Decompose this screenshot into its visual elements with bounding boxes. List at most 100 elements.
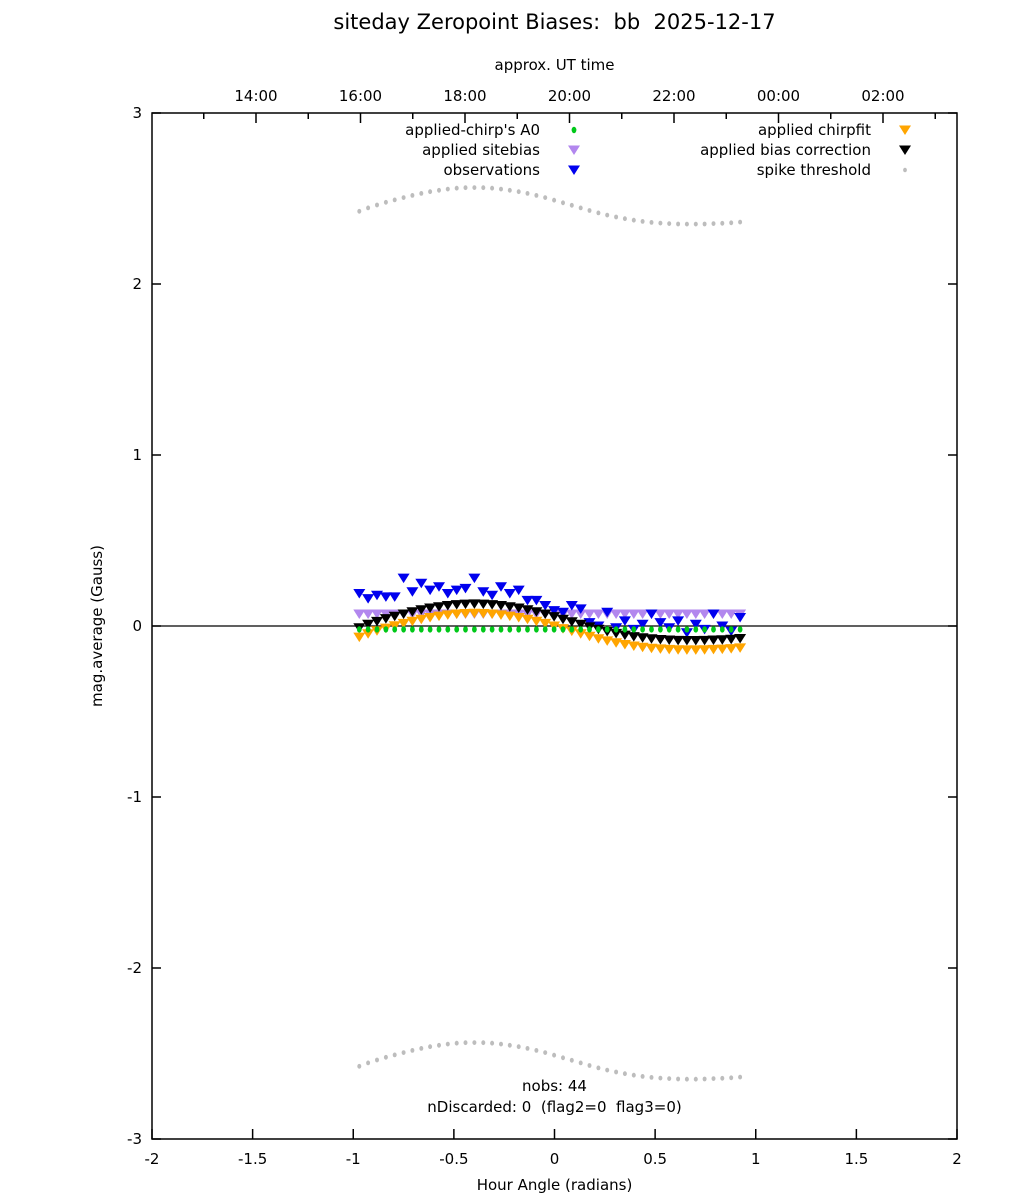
x-tick-label: 0 (550, 1150, 560, 1168)
marker-applied-chirps-a0 (436, 626, 442, 633)
marker-applied-chirps-a0 (551, 626, 557, 633)
marker-applied-chirps-a0 (383, 626, 389, 633)
marker-applied-chirpfit (698, 645, 711, 655)
marker-applied-sitebias (680, 609, 693, 619)
nobs-annotation: nobs: 44 (522, 1077, 587, 1095)
marker-applied-chirps-a0 (356, 626, 362, 633)
chirpfit-triangle-icon (896, 123, 914, 137)
y-tick-label: -3 (127, 1130, 142, 1148)
marker-observations (680, 628, 693, 638)
marker-applied-chirps-a0 (516, 626, 522, 633)
marker-spike-threshold-lower (614, 1069, 619, 1075)
marker-applied-chirps-a0 (675, 626, 681, 633)
ndiscarded-annotation: nDiscarded: 0 (flag2=0 flag3=0) (427, 1098, 682, 1116)
marker-observations (495, 582, 507, 592)
marker-applied-bias-correction (388, 611, 401, 622)
marker-observations (565, 601, 578, 611)
marker-applied-chirps-a0 (604, 626, 610, 633)
marker-observations (353, 589, 366, 599)
marker-applied-chirpfit (521, 614, 534, 625)
marker-applied-chirps-a0 (728, 626, 734, 633)
marker-spike-threshold-upper (614, 214, 619, 220)
marker-spike-threshold-upper (569, 202, 574, 208)
legend-column-right: applied chirpfit applied bias correction… (571, 120, 914, 180)
marker-observations (645, 609, 658, 619)
marker-observations (539, 601, 552, 611)
marker-applied-chirpfit (486, 609, 499, 619)
bias-correction-triangle-icon (896, 143, 914, 157)
x-tick-label: -1.5 (238, 1150, 267, 1168)
marker-applied-chirps-a0 (631, 626, 637, 633)
marker-spike-threshold-lower (561, 1055, 565, 1061)
marker-spike-threshold-upper (640, 219, 645, 224)
marker-applied-bias-correction (379, 614, 392, 624)
marker-observations (530, 595, 543, 606)
marker-applied-bias-correction (610, 628, 623, 639)
marker-spike-threshold-upper (605, 212, 610, 218)
marker-applied-bias-correction (698, 635, 711, 646)
ut-tick-label: 22:00 (652, 87, 695, 105)
marker-applied-chirps-a0 (622, 626, 628, 633)
marker-spike-threshold-lower (445, 1041, 450, 1047)
marker-applied-chirpfit (601, 636, 614, 646)
marker-applied-bias-correction (725, 634, 738, 645)
marker-applied-chirps-a0 (498, 626, 504, 633)
legend-label: applied bias correction (700, 141, 871, 159)
marker-applied-chirpfit (672, 645, 685, 655)
marker-observations (371, 590, 383, 601)
marker-applied-chirps-a0 (507, 626, 513, 633)
marker-applied-chirpfit (459, 609, 472, 619)
marker-applied-bias-correction (459, 599, 472, 610)
marker-spike-threshold-lower (490, 1040, 495, 1046)
marker-applied-chirps-a0 (560, 626, 566, 633)
marker-applied-bias-correction (689, 636, 702, 646)
marker-observations (636, 619, 649, 630)
marker-applied-chirpfit (450, 609, 463, 619)
marker-spike-threshold-upper (383, 199, 388, 205)
marker-applied-bias-correction (663, 635, 676, 645)
marker-spike-threshold-lower (401, 1050, 406, 1055)
marker-observations (468, 573, 481, 584)
marker-applied-bias-correction (503, 602, 516, 612)
marker-spike-threshold-upper (552, 197, 557, 203)
marker-applied-chirps-a0 (737, 626, 743, 633)
legend-item: applied sitebias (240, 140, 583, 160)
marker-applied-chirps-a0 (684, 626, 690, 633)
marker-applied-chirps-a0 (666, 626, 672, 633)
y-tick-label: 3 (132, 104, 142, 122)
marker-spike-threshold-upper (392, 197, 397, 203)
marker-applied-sitebias (371, 609, 383, 619)
marker-applied-chirps-a0 (365, 626, 371, 633)
marker-applied-chirps-a0 (640, 626, 645, 633)
marker-applied-sitebias (353, 609, 366, 619)
marker-spike-threshold-upper (401, 195, 406, 201)
marker-applied-bias-correction (441, 601, 454, 611)
marker-spike-threshold-upper (375, 202, 379, 208)
marker-spike-threshold-upper (357, 208, 362, 214)
marker-observations (689, 619, 702, 630)
ut-tick-label: 00:00 (757, 87, 800, 105)
marker-applied-bias-correction (565, 617, 578, 627)
ut-tick-label: 20:00 (548, 87, 591, 105)
marker-applied-chirps-a0 (569, 626, 575, 633)
marker-applied-chirps-a0 (374, 626, 380, 633)
marker-spike-threshold-lower (738, 1074, 743, 1080)
marker-applied-chirpfit (707, 644, 720, 655)
marker-spike-threshold-lower (667, 1076, 672, 1081)
y-tick-label: 0 (132, 617, 142, 635)
marker-spike-threshold-lower (437, 1042, 441, 1048)
marker-spike-threshold-lower (428, 1044, 433, 1050)
marker-spike-threshold-lower (463, 1040, 468, 1046)
marker-spike-threshold-lower (534, 1048, 539, 1053)
marker-applied-chirps-a0 (410, 626, 415, 633)
sitebias-triangle-icon (565, 143, 583, 157)
marker-observations (601, 607, 614, 618)
marker-applied-chirps-a0 (445, 626, 451, 633)
a0-dot-icon (565, 123, 583, 137)
marker-spike-threshold-upper (516, 189, 521, 195)
marker-applied-chirpfit (424, 613, 437, 623)
marker-applied-bias-correction (618, 630, 631, 641)
legend-label: applied sitebias (422, 141, 540, 159)
marker-spike-threshold-upper (534, 193, 539, 198)
